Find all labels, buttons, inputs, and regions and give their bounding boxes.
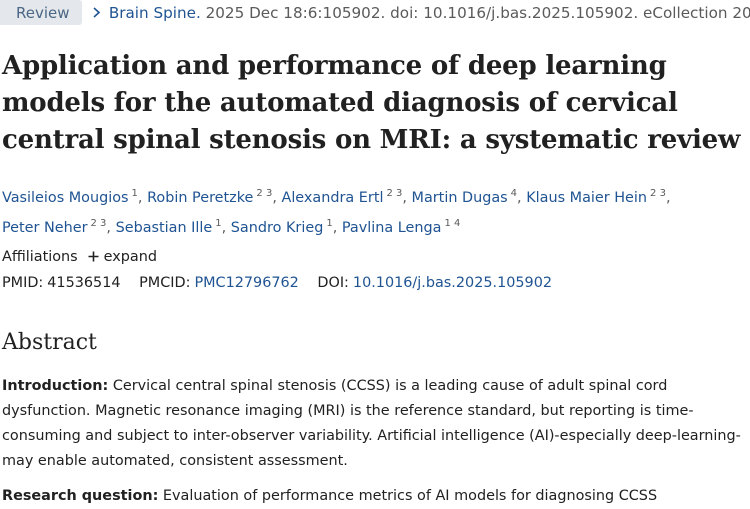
affiliation-ref[interactable]: 4 bbox=[510, 188, 518, 199]
abstract-research-question: Research question: Evaluation of perform… bbox=[2, 484, 746, 509]
plus-icon[interactable] bbox=[88, 247, 99, 266]
identifiers: PMID: 41536514 PMCID: PMC12796762 DOI: 10.1… bbox=[2, 275, 552, 291]
affiliation-ref[interactable]: 1 bbox=[131, 188, 138, 199]
introduction-label: Introduction: bbox=[2, 378, 109, 394]
author-link[interactable]: Robin Peretzke 2 3 bbox=[147, 188, 273, 206]
research-question-label: Research question: bbox=[2, 488, 159, 504]
journal-citation: Brain Spine. 2025 Dec 18:6:105902. doi: … bbox=[92, 4, 750, 22]
doi-link[interactable]: 10.1016/j.bas.2025.105902 bbox=[352, 275, 553, 291]
article-title: Application and performance of deep lear… bbox=[2, 51, 741, 155]
affiliation-ref[interactable]: 2 3 bbox=[256, 188, 273, 199]
affiliation-ref[interactable]: 2 3 bbox=[90, 217, 107, 229]
author-link[interactable]: Peter Neher 2 3 bbox=[2, 217, 107, 236]
citation-text: 2025 Dec 18:6:105902. doi: 10.1016/j.bas… bbox=[205, 4, 750, 22]
pmcid-link[interactable]: PMC12796762 bbox=[194, 275, 299, 291]
chevron-right-icon[interactable] bbox=[92, 4, 104, 22]
research-question-text: Evaluation of performance metrics of AI … bbox=[162, 488, 658, 504]
affiliation-ref[interactable]: 1 bbox=[326, 217, 333, 229]
author-list: Vasileios Mougios 1, Robin Peretzke 2 3, A… bbox=[2, 188, 671, 236]
author-link[interactable]: Klaus Maier Hein 2 3 bbox=[526, 188, 666, 206]
author-link[interactable]: Sebastian Ille 1 bbox=[115, 217, 222, 236]
abstract-introduction: Introduction: Cervical central spinal st… bbox=[2, 374, 746, 474]
author-link[interactable]: Alexandra Ertl 2 3 bbox=[281, 188, 403, 206]
affiliation-ref[interactable]: 1 bbox=[215, 217, 222, 229]
author-link[interactable]: Martin Dugas 4 bbox=[411, 188, 518, 206]
article-type-badge[interactable]: Review bbox=[0, 0, 82, 25]
journal-link[interactable]: Brain Spine. bbox=[108, 4, 201, 22]
affiliation-ref[interactable]: 2 3 bbox=[650, 188, 666, 199]
affiliation-ref[interactable]: 2 3 bbox=[386, 188, 403, 199]
pmid-value: 41536514 bbox=[47, 275, 121, 291]
introduction-text: Cervical central spinal stenosis (CCSS) … bbox=[2, 378, 741, 469]
citation-bar: Review Brain Spine. 2025 Dec 18:6:105902… bbox=[0, 0, 750, 26]
author-link[interactable]: Vasileios Mougios 1 bbox=[2, 188, 138, 206]
pmid-label: PMID: bbox=[2, 275, 44, 291]
author-link[interactable]: Pavlina Lenga 1 4 bbox=[341, 217, 461, 236]
abstract-heading: Abstract bbox=[2, 330, 97, 355]
affiliation-ref[interactable]: 1 4 bbox=[444, 217, 461, 229]
pmcid-label: PMCID: bbox=[139, 275, 191, 291]
affiliations-label: Affiliations bbox=[2, 248, 78, 265]
author-link[interactable]: Sandro Krieg 1 bbox=[230, 217, 333, 236]
expand-label[interactable]: expand bbox=[103, 248, 157, 265]
affiliations-toggle[interactable]: Affiliations expand bbox=[2, 247, 157, 266]
doi-label: DOI: bbox=[317, 275, 349, 291]
